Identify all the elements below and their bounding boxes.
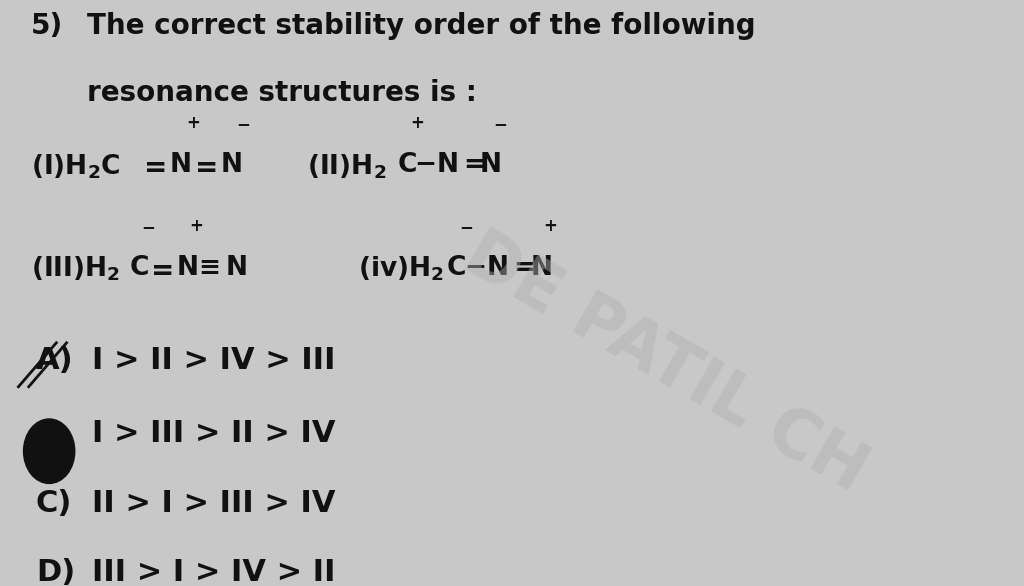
Text: DE PATIL CH: DE PATIL CH bbox=[453, 221, 879, 506]
Ellipse shape bbox=[24, 419, 75, 483]
Text: I > II > IV > III: I > II > IV > III bbox=[92, 346, 336, 374]
Text: II > I > III > IV: II > I > III > IV bbox=[92, 489, 336, 518]
Text: $\mathbf{-N=}$: $\mathbf{-N=}$ bbox=[464, 255, 535, 281]
Text: $\mathbf{-N=}$: $\mathbf{-N=}$ bbox=[414, 152, 484, 178]
Text: $\mathbf{N}$: $\mathbf{N}$ bbox=[530, 255, 552, 281]
Text: $\mathbf{-}$: $\mathbf{-}$ bbox=[493, 114, 507, 132]
Text: I > III > II > IV: I > III > II > IV bbox=[92, 419, 336, 448]
Text: $\mathbf{+}$: $\mathbf{+}$ bbox=[189, 217, 204, 235]
Text: $\mathbf{+}$: $\mathbf{+}$ bbox=[410, 114, 424, 132]
Text: $\mathbf{=}$: $\mathbf{=}$ bbox=[145, 255, 173, 283]
Text: $\mathbf{-}$: $\mathbf{-}$ bbox=[141, 217, 156, 235]
Text: resonance structures is :: resonance structures is : bbox=[87, 79, 477, 107]
Text: $\mathbf{-}$: $\mathbf{-}$ bbox=[236, 114, 250, 132]
Text: $\mathbf{=}$: $\mathbf{=}$ bbox=[138, 152, 166, 180]
Text: $\mathbf{N}$: $\mathbf{N}$ bbox=[176, 255, 198, 281]
Text: $\mathbf{N}$: $\mathbf{N}$ bbox=[479, 152, 501, 178]
Text: $\mathbf{+}$: $\mathbf{+}$ bbox=[543, 217, 557, 235]
Text: $\mathbf{(I)H_2C}$: $\mathbf{(I)H_2C}$ bbox=[31, 152, 121, 181]
Text: A): A) bbox=[36, 346, 74, 374]
Text: $\mathbf{C}$: $\mathbf{C}$ bbox=[446, 255, 466, 281]
Text: $\mathbf{\equiv N}$: $\mathbf{\equiv N}$ bbox=[193, 255, 247, 281]
Text: $\mathbf{(III)H_2}$: $\mathbf{(III)H_2}$ bbox=[31, 255, 120, 284]
Text: The correct stability order of the following: The correct stability order of the follo… bbox=[87, 12, 756, 40]
Text: $\mathbf{(II)H_2}$: $\mathbf{(II)H_2}$ bbox=[307, 152, 386, 181]
Text: $\mathbf{C}$: $\mathbf{C}$ bbox=[397, 152, 417, 178]
Text: $\mathbf{(iv)H_2}$: $\mathbf{(iv)H_2}$ bbox=[358, 255, 444, 284]
Text: D): D) bbox=[36, 558, 75, 586]
Text: $\mathbf{N}$: $\mathbf{N}$ bbox=[220, 152, 242, 178]
Text: C): C) bbox=[36, 489, 73, 518]
Text: $\mathbf{N}$: $\mathbf{N}$ bbox=[169, 152, 190, 178]
Text: 5): 5) bbox=[31, 12, 62, 40]
Text: $\mathbf{-}$: $\mathbf{-}$ bbox=[459, 217, 473, 235]
Text: $\mathbf{=}$: $\mathbf{=}$ bbox=[189, 152, 217, 180]
Text: $\mathbf{C}$: $\mathbf{C}$ bbox=[129, 255, 148, 281]
Text: III > I > IV > II: III > I > IV > II bbox=[92, 558, 336, 586]
Text: $\mathbf{+}$: $\mathbf{+}$ bbox=[186, 114, 201, 132]
